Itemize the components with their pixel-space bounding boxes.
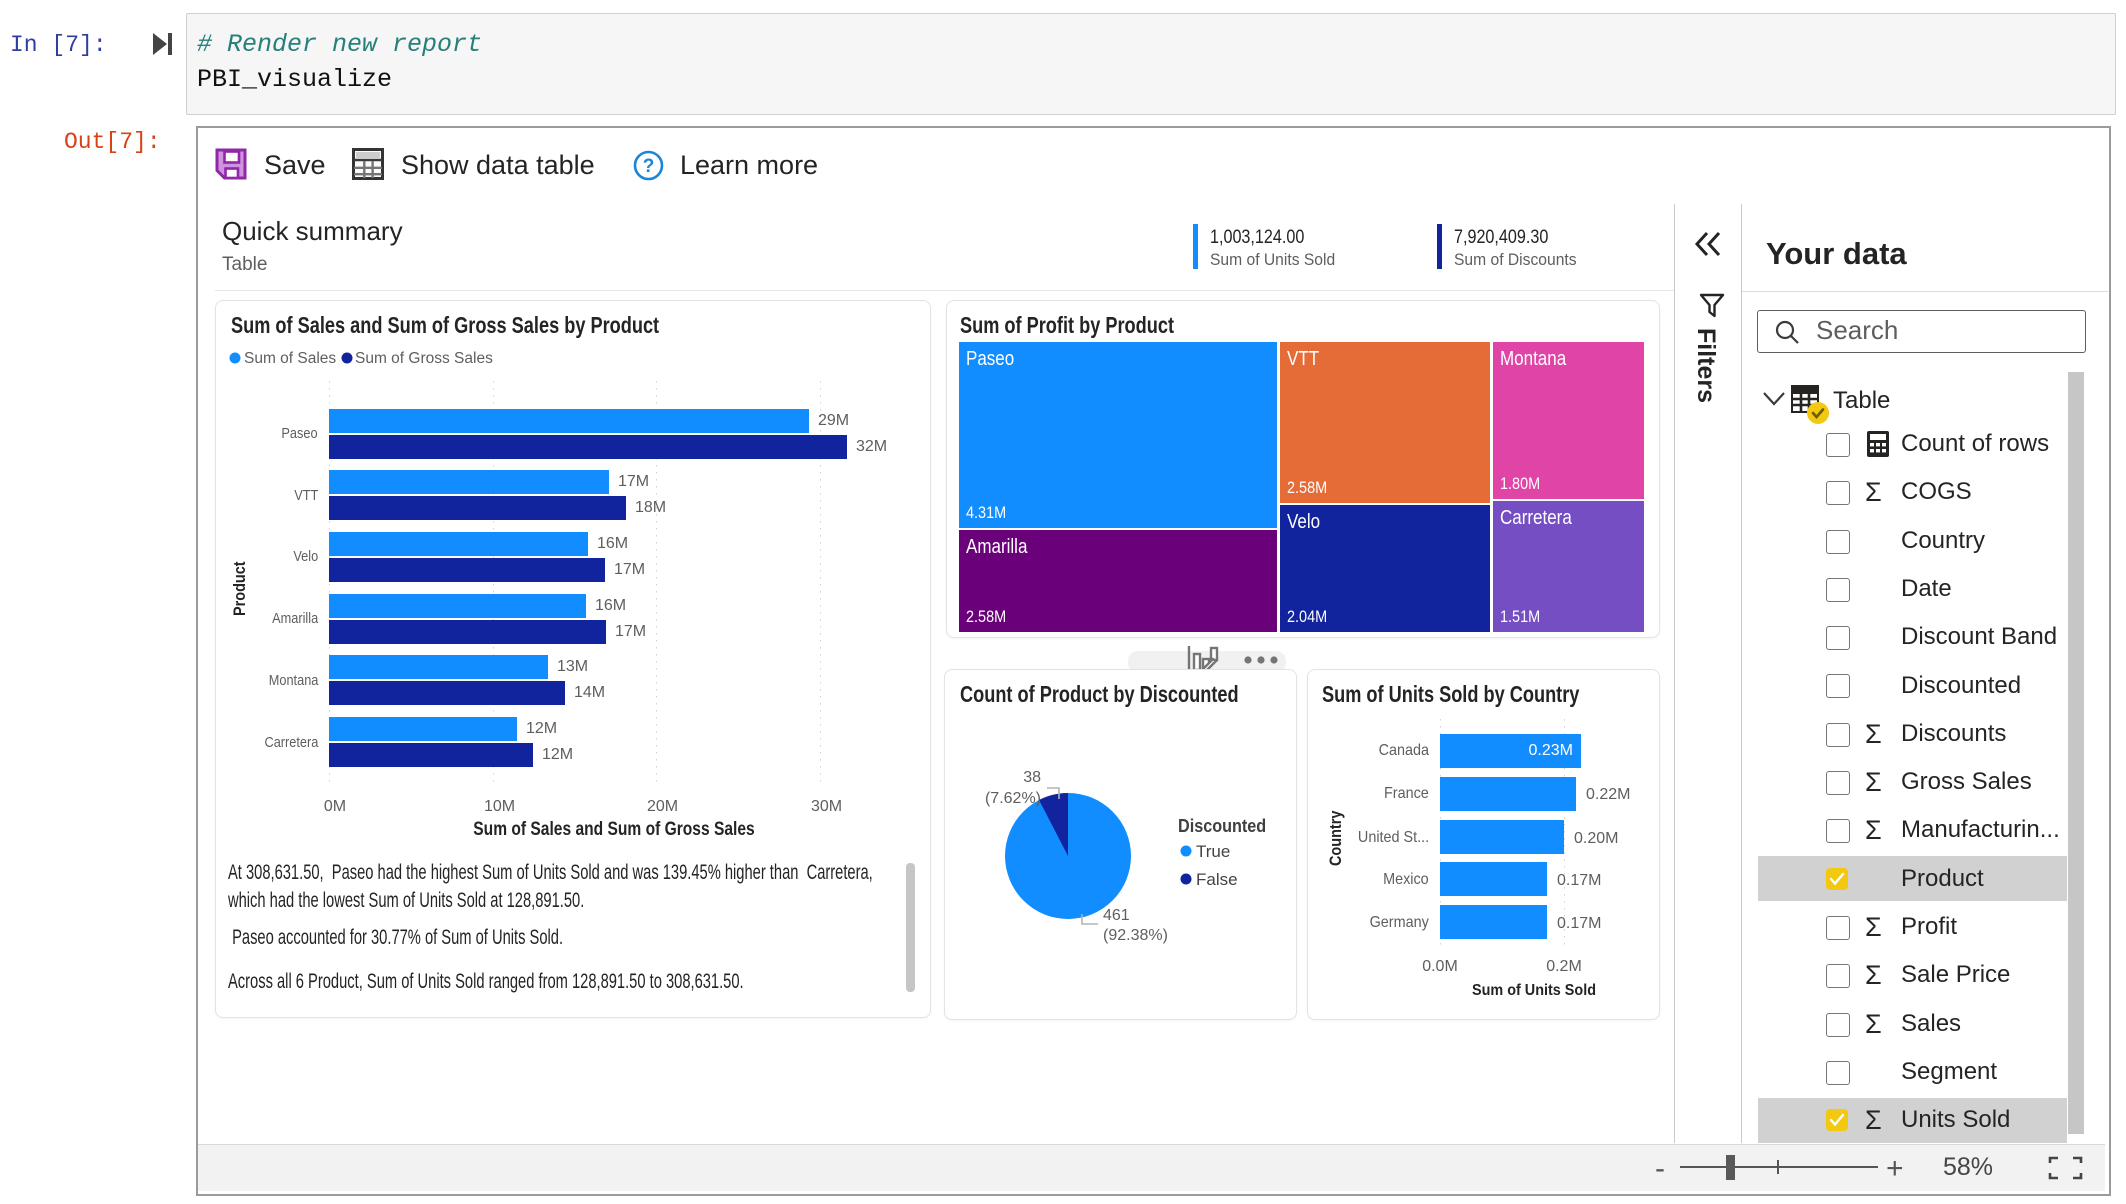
svg-text:?: ? [643, 156, 655, 177]
